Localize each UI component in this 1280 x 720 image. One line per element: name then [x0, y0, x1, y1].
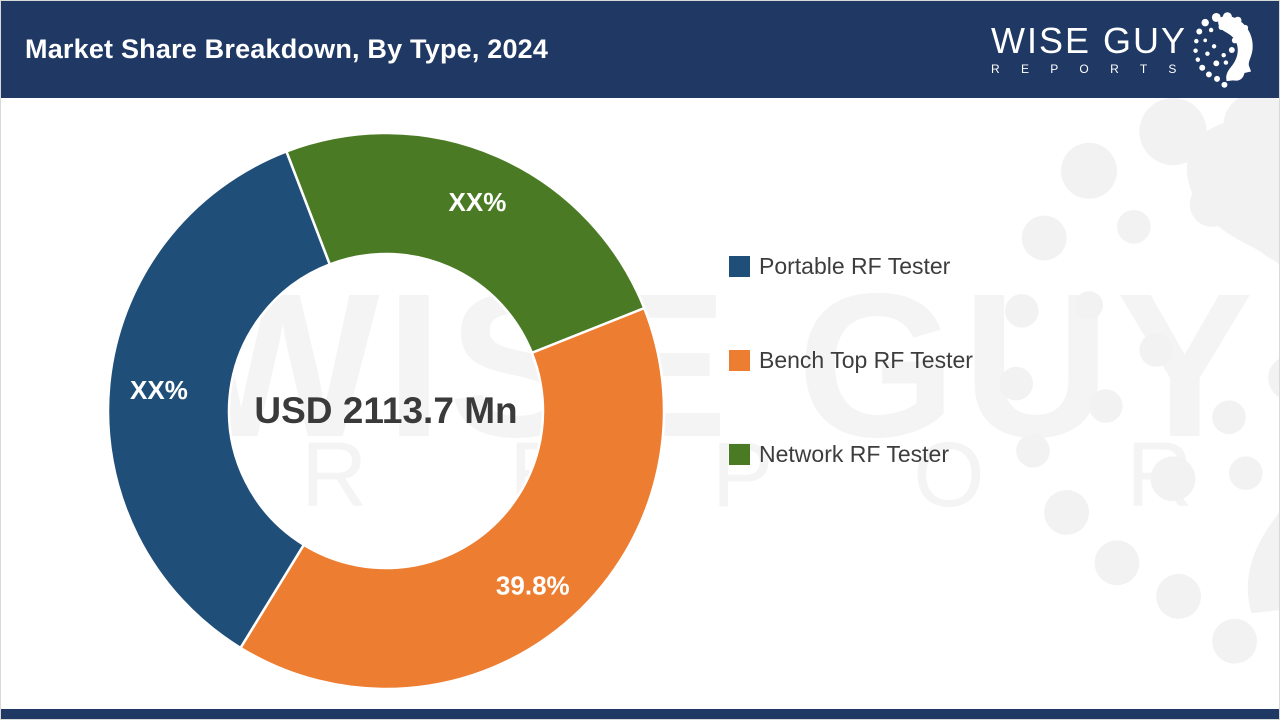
donut-center-value: USD 2113.7 Mn: [254, 390, 518, 431]
wise-guy-logo: WISE GUY R E P O R T S: [991, 9, 1257, 91]
logo-wordmark: WISE GUY: [990, 20, 1187, 61]
logo-text: WISE GUY R E P O R T S: [990, 20, 1187, 77]
legend-swatch-bench-top: [729, 350, 750, 371]
header-bar: Market Share Breakdown, By Type, 2024 WI…: [1, 1, 1279, 98]
watermark-face: [999, 98, 1279, 664]
legend-swatch-network: [729, 444, 750, 465]
legend-item-portable: Portable RF Tester: [729, 253, 973, 280]
legend-label-network: Network RF Tester: [759, 441, 950, 467]
donut-segment-label: XX%: [449, 187, 507, 217]
legend-item-bench-top: Bench Top RF Tester: [729, 347, 973, 374]
legend-item-network: Network RF Tester: [729, 441, 973, 468]
legend-label-portable: Portable RF Tester: [759, 253, 951, 279]
chart-legend: Portable RF Tester Bench Top RF Tester N…: [729, 253, 973, 468]
footer-bar: [1, 709, 1279, 719]
logo-subtitle: R E P O R T S: [990, 62, 1186, 76]
donut-segment-network-rf-tester: [285, 131, 646, 355]
logo-face-icon: [1193, 11, 1253, 88]
donut-segment-bench-top-rf-tester: [239, 306, 666, 691]
donut-chart: XX% 39.8% XX%: [106, 131, 666, 691]
legend-swatch-portable: [729, 256, 750, 277]
donut-segment-label: XX%: [130, 375, 188, 405]
donut-segment-label: 39.8%: [496, 570, 570, 600]
donut-segment-portable-rf-tester: [106, 150, 331, 650]
donut-chart-area: XX% 39.8% XX%: [76, 101, 696, 719]
page-title: Market Share Breakdown, By Type, 2024: [25, 34, 549, 64]
legend-label-bench-top: Bench Top RF Tester: [759, 347, 973, 373]
